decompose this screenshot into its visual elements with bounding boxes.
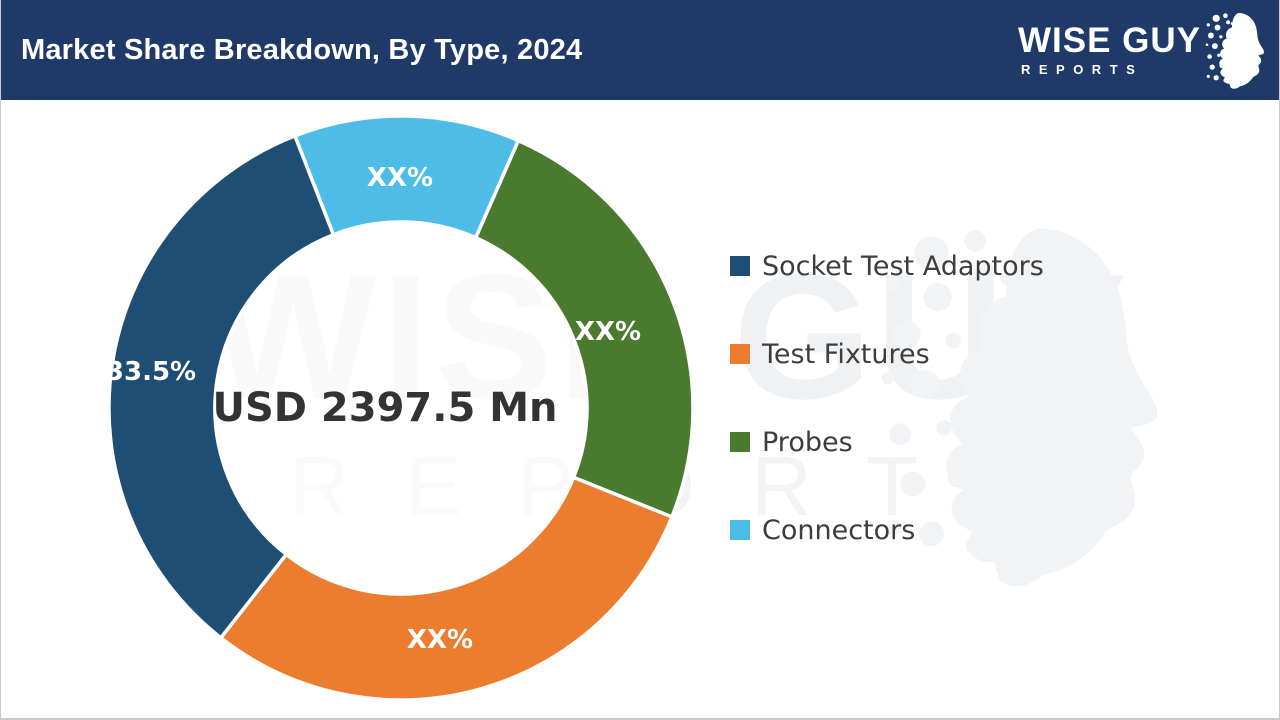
donut-hole bbox=[215, 222, 587, 594]
donut-chart: XX% XX% XX% 33.5% USD 2397.5 Mn bbox=[106, 114, 695, 702]
segment-value-label: XX% bbox=[367, 163, 433, 193]
legend-item-label: Socket Test Adaptors bbox=[762, 250, 1044, 282]
header-bar: Market Share Breakdown, By Type, 2024 WI… bbox=[1, 0, 1279, 100]
wiseguy-logo: WISE GUY REPORTS bbox=[1018, 0, 1269, 100]
legend-swatch bbox=[730, 256, 750, 276]
page-title: Market Share Breakdown, By Type, 2024 bbox=[21, 33, 583, 66]
segment-value-label: XX% bbox=[575, 317, 641, 347]
legend-item-test-fixtures[interactable]: Test Fixtures bbox=[730, 338, 1044, 370]
legend-item-connectors[interactable]: Connectors bbox=[730, 514, 1044, 546]
wiseguy-face-icon bbox=[1203, 10, 1269, 90]
legend-item-probes[interactable]: Probes bbox=[730, 426, 1044, 458]
legend-item-label: Connectors bbox=[762, 514, 916, 546]
legend-item-label: Probes bbox=[762, 426, 853, 458]
legend-item-socket-test-adaptors[interactable]: Socket Test Adaptors bbox=[730, 250, 1044, 282]
donut-segment-socket-test-adaptors[interactable] bbox=[107, 134, 336, 640]
segment-value-label: XX% bbox=[407, 625, 473, 655]
legend-item-label: Test Fixtures bbox=[762, 338, 930, 370]
legend-swatch bbox=[730, 432, 750, 452]
donut-segment-test-fixtures[interactable] bbox=[219, 475, 674, 702]
legend: Socket Test Adaptors Test Fixtures Probe… bbox=[730, 250, 1044, 604]
segment-value-label: 33.5% bbox=[106, 357, 196, 387]
legend-swatch bbox=[730, 520, 750, 540]
logo-subtitle: REPORTS bbox=[1020, 62, 1144, 77]
legend-swatch bbox=[730, 344, 750, 364]
chart-area: WISE GUY REPORTS bbox=[1, 100, 1279, 718]
center-value: USD 2397.5 Mn bbox=[213, 385, 558, 431]
donut-segment-probes[interactable] bbox=[474, 138, 695, 519]
logo-wordmark: WISE GUY bbox=[1017, 21, 1201, 60]
